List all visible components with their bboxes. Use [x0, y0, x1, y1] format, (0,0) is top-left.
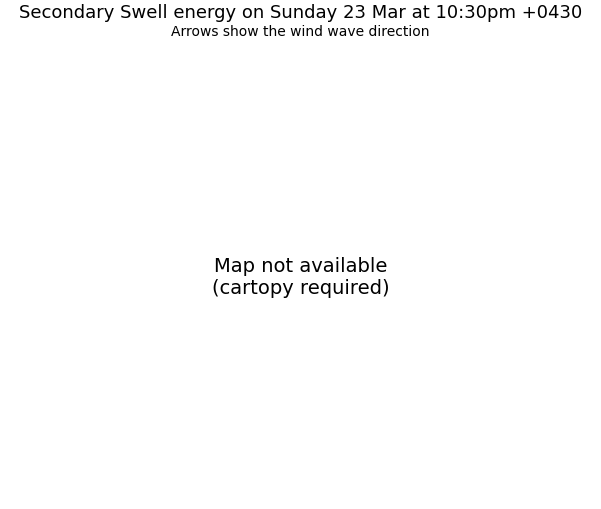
Text: Map not available
(cartopy required): Map not available (cartopy required) — [212, 257, 389, 297]
Text: Secondary Swell energy on Sunday 23 Mar at 10:30pm +0430: Secondary Swell energy on Sunday 23 Mar … — [19, 4, 582, 21]
Text: Arrows show the wind wave direction: Arrows show the wind wave direction — [171, 25, 430, 39]
